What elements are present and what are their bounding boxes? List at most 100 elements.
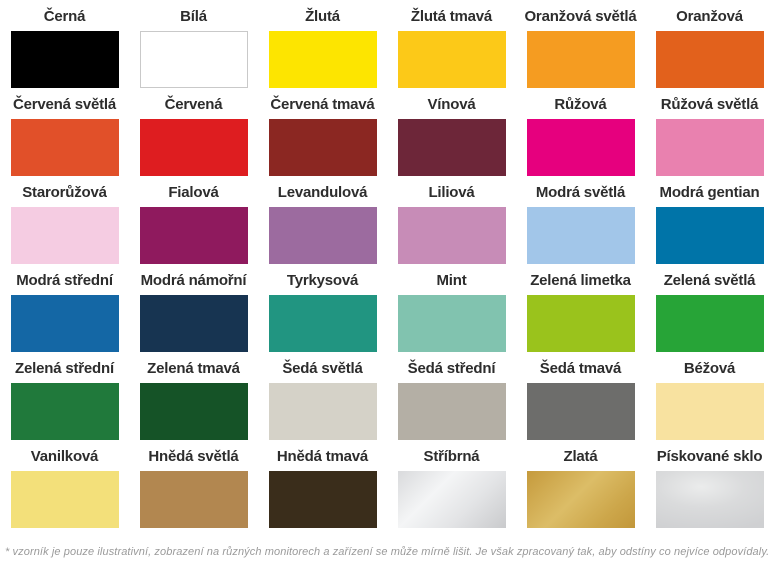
color-swatch bbox=[139, 207, 248, 264]
color-swatch bbox=[268, 119, 377, 176]
swatch-cell: Zelená tmavá bbox=[129, 352, 258, 440]
color-name-label: Fialová bbox=[168, 184, 219, 201]
color-name-label: Bílá bbox=[180, 8, 207, 25]
color-swatch bbox=[397, 31, 506, 88]
swatch-cell: Mint bbox=[387, 264, 516, 352]
color-name-label: Liliová bbox=[428, 184, 475, 201]
color-swatch bbox=[268, 207, 377, 264]
color-name-label: Stříbrná bbox=[423, 448, 480, 465]
color-swatch bbox=[10, 383, 119, 440]
swatch-cell: Modrá světlá bbox=[516, 176, 645, 264]
color-swatch bbox=[268, 295, 377, 352]
color-swatch bbox=[526, 295, 635, 352]
color-name-label: Pískované sklo bbox=[656, 448, 763, 465]
color-name-label: Vínová bbox=[427, 96, 476, 113]
color-name-label: Šedá tmavá bbox=[539, 360, 622, 377]
swatch-cell: Tyrkysová bbox=[258, 264, 387, 352]
swatch-cell: Pískované sklo bbox=[645, 440, 774, 528]
color-swatch bbox=[10, 119, 119, 176]
swatch-cell: Hnědá světlá bbox=[129, 440, 258, 528]
color-swatch bbox=[268, 471, 377, 528]
color-name-label: Černá bbox=[43, 8, 86, 25]
color-name-label: Zelená tmavá bbox=[147, 360, 240, 377]
color-name-label: Modrá námořní bbox=[140, 272, 247, 289]
color-swatch bbox=[397, 295, 506, 352]
color-name-label: Mint bbox=[436, 272, 467, 289]
swatch-cell: Starorůžová bbox=[0, 176, 129, 264]
swatch-cell: Fialová bbox=[129, 176, 258, 264]
color-name-label: Starorůžová bbox=[22, 184, 107, 201]
swatch-cell: Červená tmavá bbox=[258, 88, 387, 176]
swatch-cell: Levandulová bbox=[258, 176, 387, 264]
color-swatch-gold bbox=[526, 471, 635, 528]
swatch-cell: Stříbrná bbox=[387, 440, 516, 528]
color-swatch bbox=[397, 119, 506, 176]
color-swatch bbox=[10, 295, 119, 352]
swatch-cell: Béžová bbox=[645, 352, 774, 440]
swatch-cell: Hnědá tmavá bbox=[258, 440, 387, 528]
swatch-cell: Liliová bbox=[387, 176, 516, 264]
swatch-cell: Modrá střední bbox=[0, 264, 129, 352]
color-swatch-silver bbox=[397, 471, 506, 528]
color-name-label: Šedá střední bbox=[407, 360, 496, 377]
swatch-cell: Modrá gentian bbox=[645, 176, 774, 264]
color-name-label: Růžová bbox=[554, 96, 607, 113]
color-swatch-grid: Černá Bílá Žlutá Žlutá tmavá Oranžová světlá… bbox=[0, 0, 774, 528]
color-name-label: Červená světlá bbox=[12, 96, 117, 113]
color-name-label: Hnědá tmavá bbox=[276, 448, 369, 465]
color-name-label: Zlatá bbox=[563, 448, 598, 465]
swatch-cell: Žlutá tmavá bbox=[387, 0, 516, 88]
color-swatch bbox=[526, 119, 635, 176]
swatch-cell: Bílá bbox=[129, 0, 258, 88]
color-name-label: Zelená střední bbox=[15, 360, 114, 377]
color-name-label: Modrá gentian bbox=[659, 184, 760, 201]
color-swatch bbox=[655, 31, 764, 88]
color-swatch-frosted bbox=[655, 471, 764, 528]
color-swatch bbox=[655, 295, 764, 352]
color-name-label: Červená tmavá bbox=[270, 96, 375, 113]
color-swatch bbox=[526, 31, 635, 88]
swatch-cell: Oranžová světlá bbox=[516, 0, 645, 88]
color-name-label: Levandulová bbox=[277, 184, 368, 201]
swatch-cell: Růžová bbox=[516, 88, 645, 176]
disclaimer-footnote: * vzorník je pouze ilustrativní, zobraze… bbox=[5, 546, 770, 558]
color-swatch bbox=[10, 471, 119, 528]
swatch-cell: Růžová světlá bbox=[645, 88, 774, 176]
swatch-cell: Oranžová bbox=[645, 0, 774, 88]
swatch-cell: Zlatá bbox=[516, 440, 645, 528]
swatch-cell: Zelená limetka bbox=[516, 264, 645, 352]
swatch-cell: Šedá tmavá bbox=[516, 352, 645, 440]
swatch-cell: Červená světlá bbox=[0, 88, 129, 176]
color-swatch bbox=[268, 383, 377, 440]
color-name-label: Žlutá tmavá bbox=[410, 8, 493, 25]
color-swatch bbox=[139, 119, 248, 176]
color-name-label: Žlutá bbox=[305, 8, 340, 25]
color-name-label: Oranžová světlá bbox=[524, 8, 637, 25]
color-name-label: Šedá světlá bbox=[282, 360, 363, 377]
color-swatch bbox=[139, 295, 248, 352]
color-swatch bbox=[268, 31, 377, 88]
color-swatch bbox=[655, 207, 764, 264]
color-swatch bbox=[526, 383, 635, 440]
swatch-cell: Vanilková bbox=[0, 440, 129, 528]
swatch-cell: Šedá světlá bbox=[258, 352, 387, 440]
color-swatch bbox=[139, 31, 248, 88]
swatch-cell: Černá bbox=[0, 0, 129, 88]
swatch-cell: Vínová bbox=[387, 88, 516, 176]
color-name-label: Tyrkysová bbox=[286, 272, 359, 289]
color-name-label: Červená bbox=[164, 96, 223, 113]
color-swatch bbox=[655, 119, 764, 176]
color-name-label: Zelená světlá bbox=[663, 272, 756, 289]
swatch-cell: Šedá střední bbox=[387, 352, 516, 440]
swatch-cell: Modrá námořní bbox=[129, 264, 258, 352]
color-name-label: Růžová světlá bbox=[660, 96, 759, 113]
swatch-cell: Zelená světlá bbox=[645, 264, 774, 352]
color-swatch bbox=[10, 31, 119, 88]
color-swatch bbox=[397, 383, 506, 440]
swatch-cell: Zelená střední bbox=[0, 352, 129, 440]
color-name-label: Oranžová bbox=[676, 8, 743, 25]
color-swatch bbox=[397, 207, 506, 264]
color-swatch bbox=[526, 207, 635, 264]
color-name-label: Vanilková bbox=[30, 448, 99, 465]
